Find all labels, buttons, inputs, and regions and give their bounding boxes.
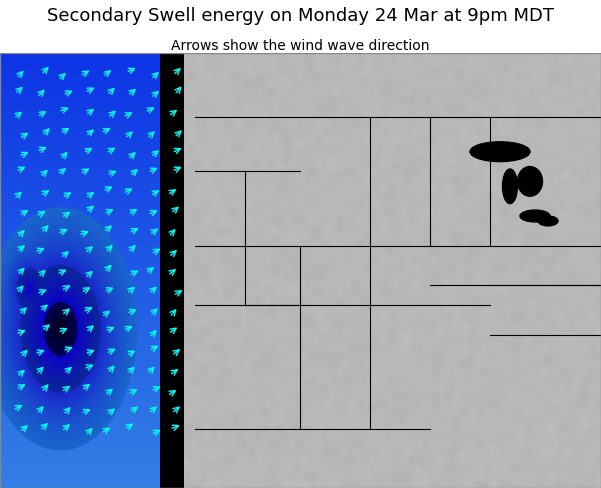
Text: Secondary Swell energy on Monday 24 Mar at 9pm MDT: Secondary Swell energy on Monday 24 Mar … <box>47 7 554 25</box>
Text: Arrows show the wind wave direction: Arrows show the wind wave direction <box>171 39 430 53</box>
Ellipse shape <box>538 217 558 226</box>
Ellipse shape <box>520 211 550 223</box>
Ellipse shape <box>470 142 530 162</box>
Ellipse shape <box>502 170 517 204</box>
Ellipse shape <box>517 167 543 197</box>
